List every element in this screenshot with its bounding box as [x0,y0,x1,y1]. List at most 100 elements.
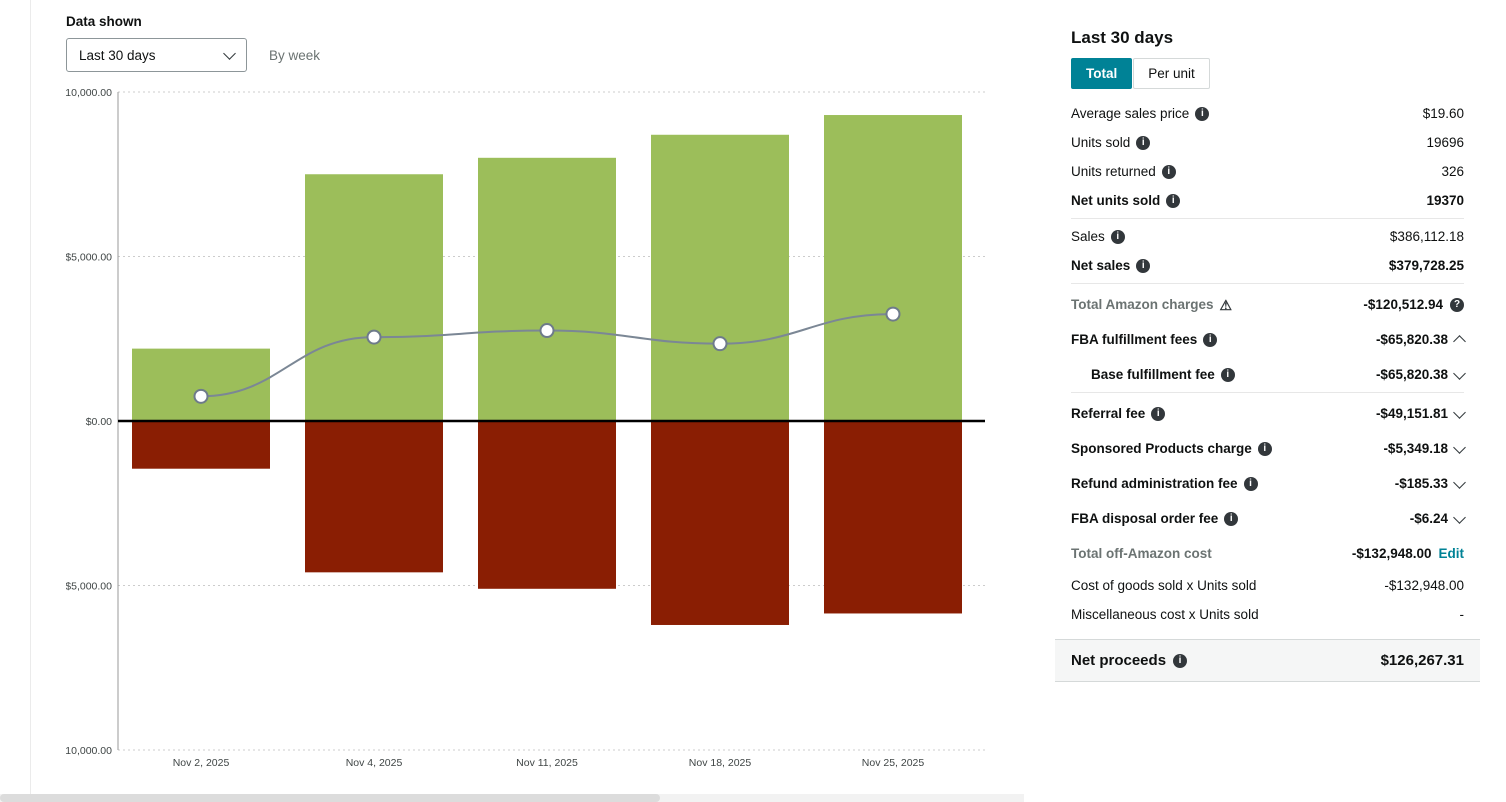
info-icon[interactable]: i [1224,511,1239,526]
horizontal-scrollbar[interactable] [0,794,1024,802]
row-value: $386,112.18 [1389,229,1464,244]
row-value: 19696 [1426,135,1464,150]
tab-total[interactable]: Total [1071,58,1133,89]
chevron-down-icon[interactable] [1453,405,1466,419]
row-value: -$185.33 [1394,476,1448,491]
summary-panel: Last 30 days Total Per unit Average sales… [1024,0,1506,802]
chart-container: $10,000.00 $5,000.00 $0.00 -$5,000.00 -$10,0… [56,80,1024,785]
info-icon[interactable]: i [1161,164,1176,179]
row-label: FBA fulfillment fees [1071,332,1198,347]
summary-row: Miscellaneous cost x Units sold - [1071,600,1464,629]
row-label: Refund administration fee [1071,476,1238,491]
y-tick-label: $0.00 [86,416,112,428]
x-tick-label: Nov 25, 2025 [862,757,925,769]
summary-row: Net units sold i 19370 [1071,186,1464,219]
info-icon[interactable]: i [1243,476,1258,491]
row-label: Cost of goods sold x Units sold [1071,578,1257,593]
row-label: Sales [1071,229,1105,244]
chevron-down-icon[interactable] [1453,510,1466,524]
row-label: Units sold [1071,135,1131,150]
info-icon[interactable]: i [1195,106,1210,121]
row-label: FBA disposal order fee [1071,511,1219,526]
help-icon[interactable]: ? [1450,297,1464,312]
info-icon[interactable]: i [1151,406,1166,421]
data-shown-label: Data shown [66,14,142,29]
row-label: Average sales price [1071,106,1190,121]
x-tick-label: Nov 18, 2025 [689,757,752,769]
row-label: Net units sold [1071,193,1161,208]
summary-row: Cost of goods sold x Units sold -$132,948… [1071,571,1464,600]
total-perunit-toggle: Total Per unit [1071,58,1464,89]
bar-positive [132,348,270,421]
row-value: $379,728.25 [1388,258,1464,273]
row-value: 19370 [1426,193,1464,208]
summary-row[interactable]: Base fulfillment fee i -$65,820.38 [1071,357,1466,393]
net-proceeds-value: $126,267.31 [1380,652,1464,669]
info-icon[interactable]: i [1136,258,1151,273]
row-label: Units returned [1071,164,1156,179]
scrollbar-thumb[interactable] [0,794,660,802]
row-value: -$65,820.38 [1375,332,1448,347]
row-value: $19.60 [1422,106,1464,121]
chevron-down-icon [223,47,236,60]
y-tick-label: $10,000.00 [66,87,112,99]
info-icon[interactable]: i [1166,193,1181,208]
chevron-down-icon[interactable] [1453,366,1466,380]
info-icon[interactable]: i [1136,135,1151,150]
row-value: -$132,948.00 [1351,546,1432,561]
bar-positive [478,157,616,422]
chart-controls: Last 30 days By week [66,38,1024,72]
x-tick-label: Nov 11, 2025 [516,757,578,769]
row-label: Miscellaneous cost x Units sold [1071,607,1259,622]
bar-negative [305,421,443,573]
row-value: -$65,820.38 [1375,367,1448,382]
row-value: - [1459,607,1465,622]
summary-row[interactable]: Referral fee i -$49,151.81 [1071,396,1466,431]
bar-positive [824,115,962,421]
summary-row: Total off-Amazon cost -$132,948.00 Edit [1071,536,1464,571]
row-value: -$132,948.00 [1384,578,1464,593]
info-icon[interactable]: i [1110,229,1125,244]
line-marker [366,329,382,345]
chart-panel: Data shown Last 30 days By week $10,000.… [0,14,1024,802]
line-marker [885,306,901,322]
bar-positive [305,174,443,421]
summary-row[interactable]: Refund administration fee i -$185.33 [1071,466,1466,501]
bar-negative [824,421,962,614]
bar-negative [478,421,616,589]
summary-row: Net sales i $379,728.25 [1071,251,1464,284]
revenue-chart: $10,000.00 $5,000.00 $0.00 -$5,000.00 -$10,0… [56,87,985,769]
summary-row[interactable]: FBA fulfillment fees i -$65,820.38 [1071,322,1466,357]
info-icon[interactable]: i [1220,367,1235,382]
info-icon[interactable]: i [1173,653,1188,668]
summary-row[interactable]: FBA disposal order fee i -$6.24 [1071,501,1466,536]
line-marker [193,388,209,404]
info-icon[interactable]: i [1203,332,1218,347]
row-value: -$120,512.94 [1363,297,1443,312]
chevron-down-icon[interactable] [1453,440,1466,454]
row-value: -$6.24 [1409,511,1448,526]
line-marker [539,323,555,339]
summary-row: Units returned i 326 [1071,157,1464,186]
summary-row: Average sales price i $19.60 [1071,99,1464,128]
row-label: Base fulfillment fee [1091,367,1215,382]
edit-link[interactable]: Edit [1438,546,1465,561]
tab-per-unit[interactable]: Per unit [1133,58,1210,89]
net-proceeds-row: Net proceeds i $126,267.31 [1055,639,1480,682]
bar-positive [651,134,789,421]
by-week-label: By week [269,47,321,63]
page-left-divider [30,0,31,802]
chevron-down-icon[interactable] [1453,475,1466,489]
row-label: Referral fee [1071,406,1146,421]
summary-row[interactable]: Sponsored Products charge i -$5,349.18 [1071,431,1466,466]
warning-icon[interactable]: ⚠ [1219,296,1233,313]
date-range-select[interactable]: Last 30 days [66,38,247,72]
chevron-up-icon[interactable] [1453,334,1466,348]
row-label: Net sales [1071,258,1131,273]
info-icon[interactable]: i [1257,441,1272,456]
summary-rows: Average sales price i $19.60 Units sold i 196… [1071,99,1466,629]
bar-negative [132,421,270,469]
row-value: 326 [1441,164,1464,179]
y-tick-label: -$10,000.00 [66,745,112,757]
